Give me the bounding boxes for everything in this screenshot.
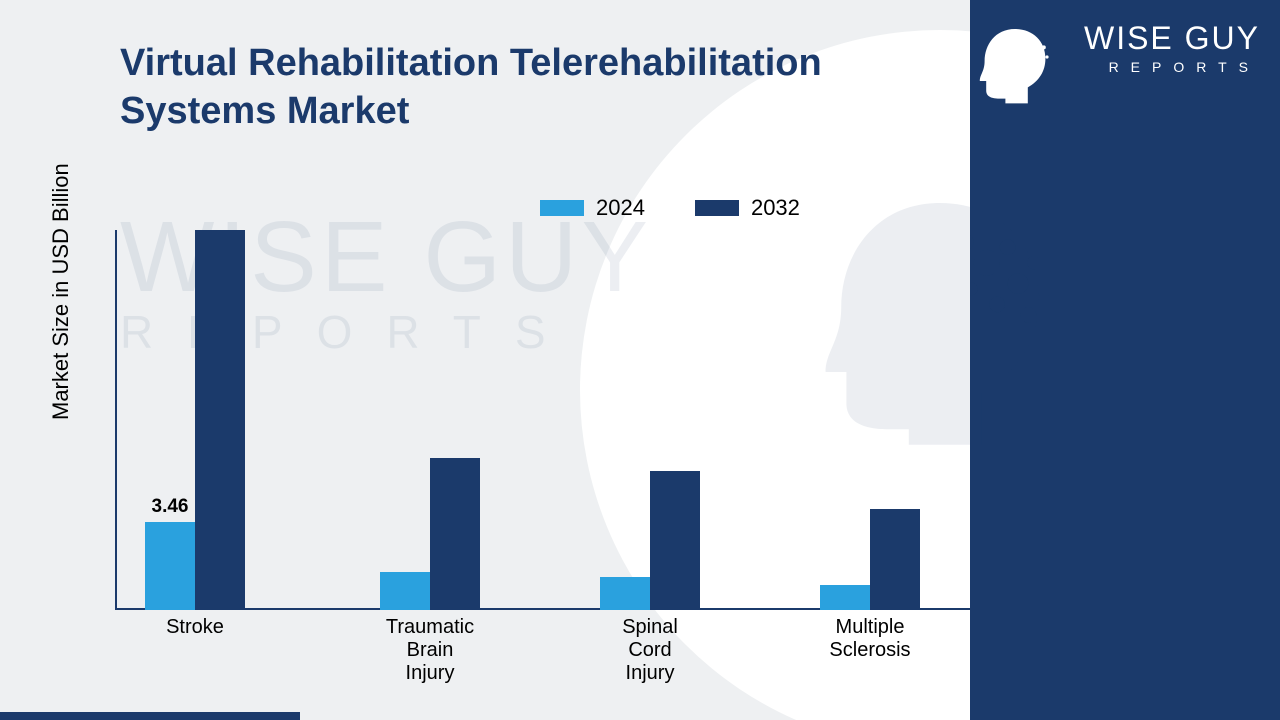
brand-bot: REPORTS: [1084, 59, 1260, 75]
bar-group: SpinalCordInjury: [600, 230, 700, 610]
stage: WISE GUY REPORTS Virtual Rehabilitation …: [0, 0, 1280, 720]
brand-top: WISE GUY: [1084, 20, 1260, 57]
bar: [870, 509, 920, 610]
bar-group: MultipleSclerosis: [820, 230, 920, 610]
bar: [145, 522, 195, 610]
bar: [600, 577, 650, 610]
page-title: Virtual Rehabilitation Telerehabilitatio…: [120, 40, 840, 135]
legend-swatch: [695, 200, 739, 216]
category-label: SpinalCordInjury: [570, 610, 730, 685]
legend-label: 2024: [596, 195, 645, 221]
bar: [650, 471, 700, 610]
bar: [195, 230, 245, 610]
bar: [430, 458, 480, 610]
brand-logo: WISE GUY REPORTS: [1084, 20, 1260, 75]
value-label: 3.46: [135, 496, 205, 518]
category-label: MultipleSclerosis: [790, 610, 950, 662]
legend-label: 2032: [751, 195, 800, 221]
bottom-accent-bar: [0, 712, 300, 720]
category-label: Stroke: [115, 610, 275, 639]
brand-head-icon: [975, 25, 1055, 105]
legend-swatch: [540, 200, 584, 216]
plot-area: Stroke TraumaticBrainInjury SpinalCordInju…: [115, 230, 1035, 610]
legend: 2024 2032: [540, 195, 800, 221]
category-label: TraumaticBrainInjury: [350, 610, 510, 685]
bar: [380, 572, 430, 610]
legend-item: 2032: [695, 195, 800, 221]
y-axis: [115, 230, 117, 610]
bar-group: Stroke: [145, 230, 245, 610]
y-axis-label: Market Size in USD Billion: [48, 163, 74, 420]
bar-group: TraumaticBrainInjury: [380, 230, 480, 610]
bar: [820, 585, 870, 610]
legend-item: 2024: [540, 195, 645, 221]
